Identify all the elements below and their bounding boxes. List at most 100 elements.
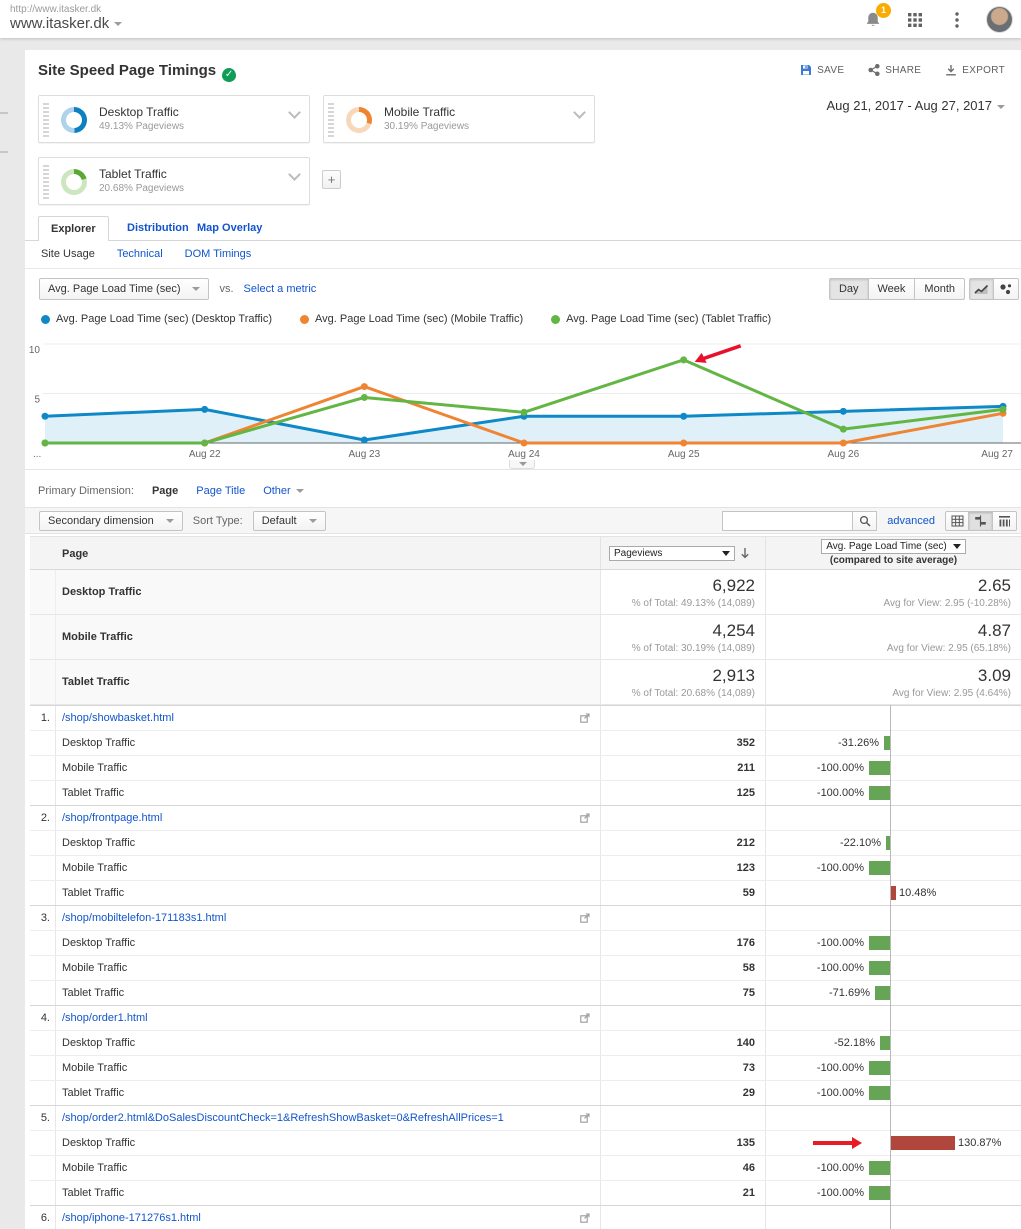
- delta-value: -100.00%: [816, 862, 864, 874]
- external-link-icon[interactable]: [580, 1213, 590, 1226]
- caret-down-icon: [722, 550, 730, 556]
- dimension-page[interactable]: Page: [151, 485, 179, 497]
- select-metric-link[interactable]: Select a metric: [243, 283, 317, 295]
- summary-metric-cell: 3.09 Avg for View: 2.95 (4.64%): [765, 660, 1021, 704]
- segment-data-row: Mobile Traffic 73 -100.00%: [30, 1055, 1021, 1080]
- svg-text:Aug 27: Aug 27: [981, 449, 1013, 460]
- legend-item[interactable]: Avg. Page Load Time (sec) (Desktop Traff…: [41, 313, 272, 325]
- row-gutter: [30, 615, 56, 659]
- row-index: 3.: [30, 906, 56, 930]
- segment-label-cell: Desktop Traffic: [30, 731, 600, 755]
- caret-down-icon: [952, 544, 961, 549]
- external-link-icon[interactable]: [580, 913, 590, 926]
- external-link-icon[interactable]: [580, 1013, 590, 1026]
- legend-dot-icon: [41, 314, 50, 324]
- segment-label: Desktop Traffic: [62, 737, 136, 749]
- delta-cell: -100.00%: [765, 1181, 1021, 1205]
- page-link[interactable]: /shop/order2.html&DoSalesDiscountCheck=1…: [62, 1112, 504, 1124]
- granularity-month-button[interactable]: Month: [915, 278, 965, 300]
- sort-type-dropdown[interactable]: Default: [252, 511, 326, 531]
- user-avatar[interactable]: [986, 6, 1013, 33]
- pageviews-value: 140: [600, 1031, 765, 1055]
- legend-item[interactable]: Avg. Page Load Time (sec) (Mobile Traffi…: [300, 313, 523, 325]
- report-panel: Site Speed Page Timings ✓ SAVE SHARE EXPO…: [25, 50, 1021, 1229]
- metric-column-note: (compared to site average): [829, 555, 958, 566]
- summary-pageviews-cell: 2,913 % of Total: 20.68% (14,089): [600, 660, 765, 704]
- external-link-icon[interactable]: [580, 813, 590, 826]
- metric-total-note: Avg for View: 2.95 (65.18%): [886, 643, 1011, 654]
- delta-cell: -100.00%: [765, 931, 1021, 955]
- drag-handle-icon[interactable]: [43, 103, 49, 137]
- chart-collapse-handle[interactable]: [509, 460, 535, 469]
- tab-distribution[interactable]: Distribution: [127, 222, 189, 234]
- delta-cell: -100.00%: [765, 1081, 1021, 1105]
- column-header-page[interactable]: Page: [62, 548, 89, 560]
- pageviews-total-note: % of Total: 20.68% (14,089): [631, 688, 755, 699]
- legend-item[interactable]: Avg. Page Load Time (sec) (Tablet Traffi…: [551, 313, 771, 325]
- advanced-filter-link[interactable]: advanced: [887, 515, 935, 527]
- top-header-bar: http://www.itasker.dk www.itasker.dk 1: [0, 0, 1021, 38]
- row-gutter: [30, 731, 56, 755]
- page-title: Site Speed Page Timings ✓: [38, 62, 237, 82]
- property-selector[interactable]: www.itasker.dk: [10, 15, 123, 32]
- external-link-icon[interactable]: [580, 713, 590, 726]
- overflow-menu-button[interactable]: [944, 7, 970, 33]
- page-link[interactable]: /shop/frontpage.html: [62, 812, 163, 824]
- chevron-down-icon[interactable]: [288, 168, 301, 181]
- subtab-site-usage[interactable]: Site Usage: [41, 248, 95, 260]
- segment-label-cell: Mobile Traffic: [30, 856, 600, 880]
- page-link[interactable]: /shop/showbasket.html: [62, 712, 174, 724]
- row-gutter: [30, 570, 56, 614]
- page-link[interactable]: /shop/iphone-171276s1.html: [62, 1212, 201, 1224]
- page-url-row: 6. /shop/iphone-171276s1.html: [30, 1205, 1021, 1229]
- segment-label-cell: Desktop Traffic: [30, 1131, 600, 1155]
- search-button[interactable]: [852, 511, 878, 531]
- segment-donut-icon: [61, 169, 87, 195]
- chevron-down-icon[interactable]: [288, 106, 301, 119]
- timeseries-chart[interactable]: 5 10... Aug 22 Aug 23 Aug 24 Aug 25 Aug 26 Aug …: [25, 331, 1021, 466]
- line-chart-view-button[interactable]: [969, 278, 994, 300]
- share-button[interactable]: SHARE: [868, 64, 921, 76]
- date-range-selector[interactable]: Aug 21, 2017 - Aug 27, 2017: [826, 98, 1005, 113]
- chevron-down-icon[interactable]: [573, 106, 586, 119]
- drag-handle-icon[interactable]: [43, 165, 49, 199]
- segment-card-desktop[interactable]: Desktop Traffic 49.13% Pageviews: [38, 95, 310, 143]
- segment-card-mobile[interactable]: Mobile Traffic 30.19% Pageviews: [323, 95, 595, 143]
- export-button[interactable]: EXPORT: [945, 64, 1005, 76]
- page-link[interactable]: /shop/order1.html: [62, 1012, 148, 1024]
- add-segment-button[interactable]: +: [322, 170, 341, 189]
- granularity-day-button[interactable]: Day: [828, 278, 869, 300]
- dimension-page-title[interactable]: Page Title: [196, 485, 246, 497]
- segment-card-tablet[interactable]: Tablet Traffic 20.68% Pageviews: [38, 157, 310, 205]
- comparison-view-button[interactable]: [969, 511, 993, 531]
- segment-data-row: Mobile Traffic 46 -100.00%: [30, 1155, 1021, 1180]
- dimension-other[interactable]: Other: [263, 485, 304, 497]
- subtab-dom-timings[interactable]: DOM Timings: [184, 248, 252, 260]
- chevron-down-icon: [165, 519, 174, 523]
- data-table: Page Pageviews Avg. Page Load Time (sec)…: [30, 536, 1021, 1229]
- table-search-input[interactable]: [722, 511, 853, 531]
- metric-dropdown[interactable]: Avg. Page Load Time (sec): [39, 278, 210, 300]
- pageviews-value: 123: [600, 856, 765, 880]
- secondary-dimension-dropdown[interactable]: Secondary dimension: [39, 511, 183, 531]
- subtab-technical[interactable]: Technical: [116, 248, 163, 260]
- page-link[interactable]: /shop/mobiltelefon-171183s1.html: [62, 912, 227, 924]
- pageviews-value: 58: [600, 956, 765, 980]
- granularity-week-button[interactable]: Week: [868, 278, 916, 300]
- pivot-view-button[interactable]: [993, 511, 1017, 531]
- drag-handle-icon[interactable]: [328, 103, 334, 137]
- summary-pageviews-cell: 4,254 % of Total: 30.19% (14,089): [600, 615, 765, 659]
- tab-explorer[interactable]: Explorer: [38, 216, 109, 241]
- row-gutter: [30, 881, 56, 905]
- tab-map-overlay[interactable]: Map Overlay: [197, 222, 263, 234]
- pageviews-total-note: % of Total: 30.19% (14,089): [631, 643, 755, 654]
- notifications-button[interactable]: 1: [860, 2, 891, 33]
- sort-descending-icon[interactable]: [740, 547, 750, 559]
- save-button[interactable]: SAVE: [800, 64, 844, 76]
- pageviews-column-selector[interactable]: Pageviews: [609, 545, 735, 561]
- apps-grid-button[interactable]: [902, 7, 928, 33]
- motion-chart-view-button[interactable]: [994, 278, 1019, 300]
- external-link-icon[interactable]: [580, 1113, 590, 1126]
- metric-column-selector[interactable]: Avg. Page Load Time (sec): [821, 539, 966, 554]
- data-view-button[interactable]: [945, 511, 969, 531]
